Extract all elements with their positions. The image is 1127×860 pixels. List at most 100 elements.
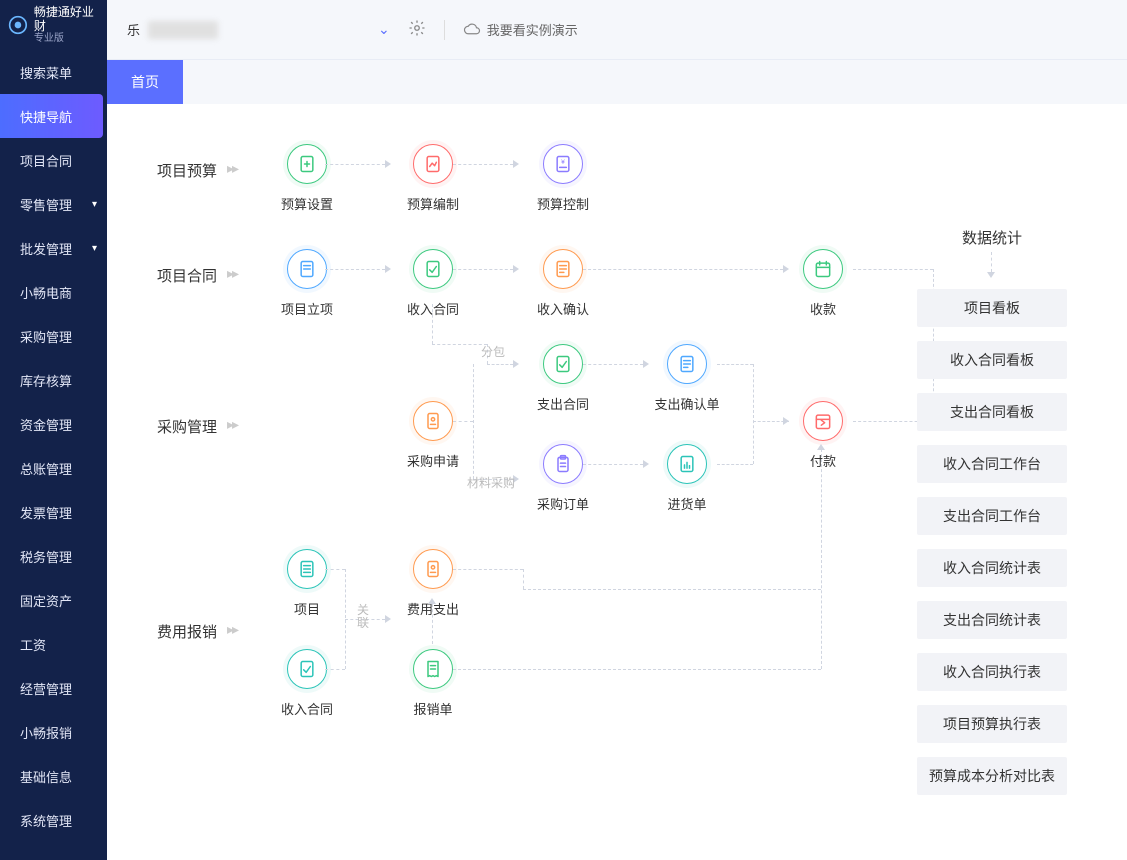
sidebar-item-0[interactable]: 搜索菜单 — [0, 50, 107, 94]
sidebar-item-2[interactable]: 项目合同 — [0, 138, 107, 182]
arrow-icon — [513, 160, 519, 168]
node-receipt[interactable]: 收款 — [783, 249, 863, 318]
stats-button-7[interactable]: 收入合同执行表 — [917, 653, 1067, 691]
chart-icon — [413, 144, 453, 184]
connector — [453, 164, 513, 165]
sidebar-item-4[interactable]: 批发管理▾ — [0, 226, 107, 270]
chevron-down-icon[interactable]: ⌄ — [378, 21, 390, 38]
sidebar-item-9[interactable]: 总账管理 — [0, 446, 107, 490]
node-income_contract2[interactable]: 收入合同 — [267, 649, 347, 718]
node-label: 预算控制 — [537, 194, 589, 213]
node-label: 项目 — [294, 599, 320, 618]
node-purchase_order[interactable]: 采购订单 — [523, 444, 603, 513]
node-expense_contract[interactable]: 支出合同 — [523, 344, 603, 413]
node-purchase_req[interactable]: 采购申请 — [393, 401, 473, 470]
sidebar-item-7[interactable]: 库存核算 — [0, 358, 107, 402]
node-label: 支出确认单 — [654, 394, 719, 413]
sidebar-item-8[interactable]: 资金管理 — [0, 402, 107, 446]
gear-icon[interactable] — [408, 19, 426, 40]
stats-button-6[interactable]: 支出合同统计表 — [917, 601, 1067, 639]
org-selector[interactable]: 乐 — [127, 20, 218, 39]
sidebar-item-1[interactable]: 快捷导航 — [0, 94, 103, 138]
stats-button-5[interactable]: 收入合同统计表 — [917, 549, 1067, 587]
node-reimburse[interactable]: 报销单 — [393, 649, 473, 718]
stats-button-4[interactable]: 支出合同工作台 — [917, 497, 1067, 535]
node-label: 项目立项 — [281, 299, 333, 318]
connector — [325, 269, 385, 270]
connector — [753, 364, 754, 464]
stats-button-9[interactable]: 预算成本分析对比表 — [917, 757, 1067, 795]
node-label: 收入确认 — [537, 299, 589, 318]
section-purchase: 采购管理 — [157, 416, 217, 437]
connector — [432, 304, 433, 344]
connector — [583, 364, 643, 365]
cloud-icon — [463, 21, 481, 39]
stats-button-1[interactable]: 收入合同看板 — [917, 341, 1067, 379]
node-budget_setting[interactable]: 预算设置 — [267, 144, 347, 213]
sidebar-item-10[interactable]: 发票管理 — [0, 490, 107, 534]
chevron-down-icon: ▾ — [92, 243, 97, 254]
sidebar-item-5[interactable]: 小畅电商 — [0, 270, 107, 314]
list-icon — [287, 549, 327, 589]
sidebar: 畅捷通好业财 专业版 搜索菜单快捷导航项目合同零售管理▾批发管理▾小畅电商采购管… — [0, 0, 107, 860]
section-arrow-icon: ▸▸ — [227, 416, 237, 433]
node-project_init[interactable]: 项目立项 — [267, 249, 347, 318]
node-goods_receipt[interactable]: 进货单 — [647, 444, 727, 513]
edge-label-subcontract: 分包 — [481, 343, 505, 360]
demo-link[interactable]: 我要看实例演示 — [463, 20, 578, 39]
node-expense_confirm[interactable]: 支出确认单 — [647, 344, 727, 413]
connector — [453, 569, 523, 570]
arrow-icon — [643, 460, 649, 468]
sidebar-item-13[interactable]: 工资 — [0, 622, 107, 666]
arrow-icon — [385, 265, 391, 273]
sidebar-item-15[interactable]: 小畅报销 — [0, 710, 107, 754]
connector — [325, 164, 385, 165]
node-budget_edit[interactable]: 预算编制 — [393, 144, 473, 213]
sidebar-item-17[interactable]: 系统管理 — [0, 798, 107, 842]
money-bar-icon: ¥ — [543, 144, 583, 184]
doc-check-icon — [413, 249, 453, 289]
node-payment[interactable]: 付款 — [783, 401, 863, 470]
node-expense_out[interactable]: 费用支出 — [393, 549, 473, 618]
doc-lines-icon — [667, 344, 707, 384]
sidebar-item-11[interactable]: 税务管理 — [0, 534, 107, 578]
stats-title: 数据统计 — [962, 227, 1022, 248]
sidebar-item-16[interactable]: 基础信息 — [0, 754, 107, 798]
arrow-icon — [817, 444, 825, 450]
tabbar: 首页 — [107, 60, 1127, 104]
sidebar-item-3[interactable]: 零售管理▾ — [0, 182, 107, 226]
edge-label-relate: 关 联 — [357, 604, 369, 630]
node-project[interactable]: 项目 — [267, 549, 347, 618]
node-label: 预算设置 — [281, 194, 333, 213]
connector — [453, 421, 473, 422]
arrow-icon — [513, 360, 519, 368]
separator — [444, 20, 445, 40]
stats-button-2[interactable]: 支出合同看板 — [917, 393, 1067, 431]
node-income_contract[interactable]: 收入合同 — [393, 249, 473, 318]
node-income_confirm[interactable]: 收入确认 — [523, 249, 603, 318]
doc-lines-icon — [543, 249, 583, 289]
stats-button-0[interactable]: 项目看板 — [917, 289, 1067, 327]
badge-icon — [413, 549, 453, 589]
sidebar-item-14[interactable]: 经营管理 — [0, 666, 107, 710]
stats-button-3[interactable]: 收入合同工作台 — [917, 445, 1067, 483]
brand: 畅捷通好业财 专业版 — [0, 0, 107, 50]
section-arrow-icon: ▸▸ — [227, 621, 237, 638]
section-expense: 费用报销 — [157, 621, 217, 642]
brand-edition: 专业版 — [34, 33, 99, 44]
connector — [453, 269, 513, 270]
calendar-icon — [803, 249, 843, 289]
node-label: 付款 — [810, 451, 836, 470]
connector — [453, 669, 821, 670]
tab-home[interactable]: 首页 — [107, 60, 183, 104]
node-budget_control[interactable]: ¥ 预算控制 — [523, 144, 603, 213]
sidebar-item-12[interactable]: 固定资产 — [0, 578, 107, 622]
connector — [325, 569, 345, 570]
section-contract: 项目合同 — [157, 265, 217, 286]
connector — [325, 669, 345, 670]
stats-button-8[interactable]: 项目预算执行表 — [917, 705, 1067, 743]
arrow-icon — [513, 265, 519, 273]
node-label: 采购订单 — [537, 494, 589, 513]
connector — [583, 464, 643, 465]
sidebar-item-6[interactable]: 采购管理 — [0, 314, 107, 358]
